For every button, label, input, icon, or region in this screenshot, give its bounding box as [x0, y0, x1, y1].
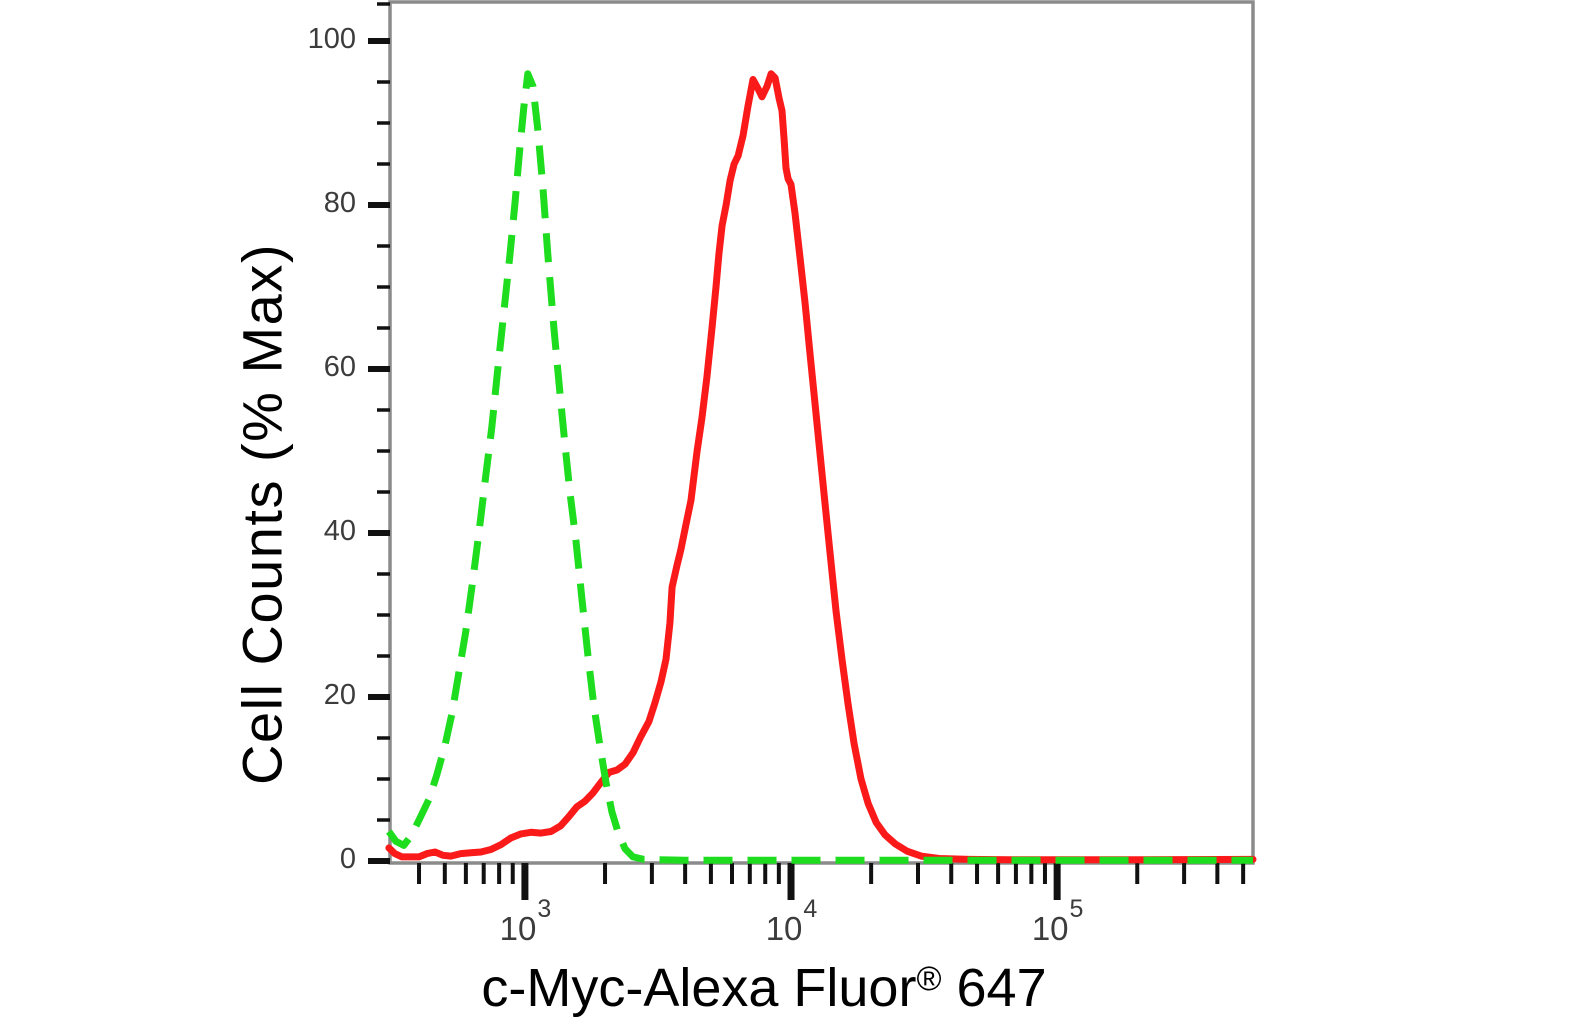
series-line-c-myc-alexa-647-stained — [385, 70, 1257, 864]
series-line-negative-control — [386, 70, 1253, 864]
plot-frame — [388, 0, 1255, 865]
